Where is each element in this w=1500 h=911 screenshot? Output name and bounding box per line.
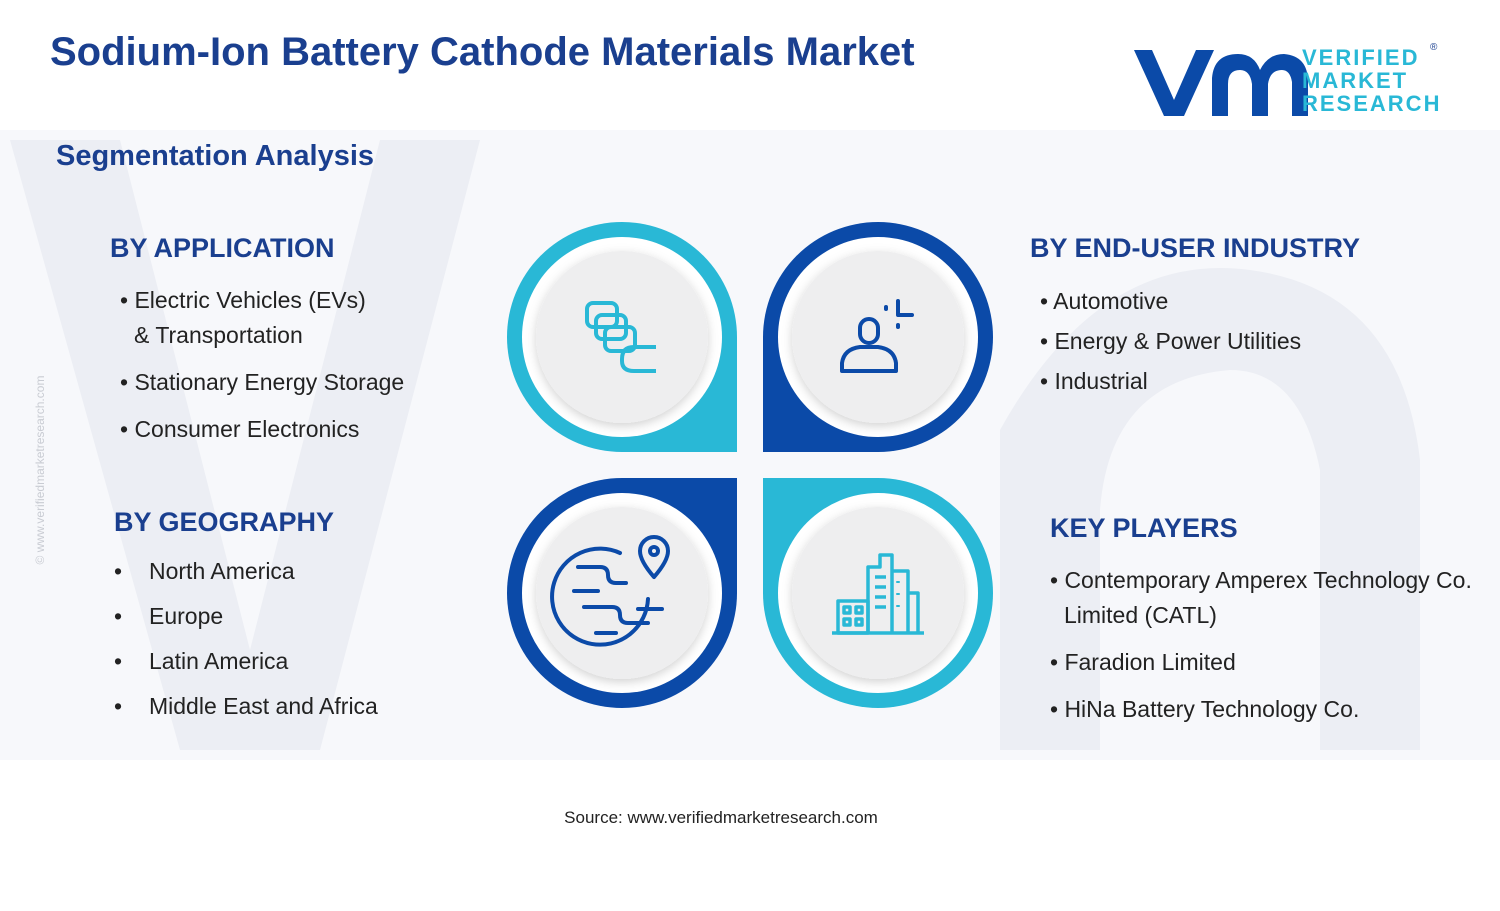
list-item-label: Europe <box>149 603 224 629</box>
end-user-list: • Automotive • Energy & Power Utilities … <box>1040 287 1301 407</box>
list-item: • Stationary Energy Storage <box>120 369 405 395</box>
application-list: • Electric Vehicles (EVs) & Transportati… <box>120 283 404 459</box>
list-item: • Automotive <box>1040 288 1169 314</box>
list-item: • Consumer Electronics <box>120 416 360 442</box>
heading-by-end-user-industry: BY END-USER INDUSTRY <box>1030 233 1361 263</box>
bullet: • <box>114 558 123 584</box>
list-item-line: & Transportation <box>134 322 303 348</box>
list-item-line: • Electric Vehicles (EVs) <box>120 287 366 313</box>
list-item-line: • Contemporary Amperex Technology Co. <box>1050 567 1472 593</box>
globe-pin-icon <box>550 535 670 647</box>
heading-by-geography: BY GEOGRAPHY <box>114 507 335 537</box>
list-item: • Contemporary Amperex Technology Co. Li… <box>1050 563 1472 633</box>
list-item-label: Latin America <box>149 648 289 674</box>
side-watermark-text: © www.verifiedmarketresearch.com <box>33 375 47 565</box>
list-item: • Middle East and Africa <box>114 684 378 729</box>
battery-stack-icon <box>585 301 656 373</box>
logo-text: VERIFIED MARKET RESEARCH <box>1302 46 1441 115</box>
page-title: Sodium-Ion Battery Cathode Materials Mar… <box>50 30 915 74</box>
segment-quadrant-diagram <box>507 222 993 708</box>
page-subtitle: Segmentation Analysis <box>56 140 375 172</box>
registered-mark: ® <box>1430 42 1438 53</box>
list-item-line: Limited (CATL) <box>1064 602 1217 628</box>
list-item: • Electric Vehicles (EVs) & Transportati… <box>120 283 404 353</box>
heading-key-players: KEY PLAYERS <box>1050 513 1238 543</box>
logo-line-market: MARKET <box>1302 68 1409 93</box>
vmr-watermark-icon <box>10 140 1420 750</box>
vmr-logo-icon <box>1134 50 1308 116</box>
source-text: Source: www.verifiedmarketresearch.com <box>564 808 878 827</box>
logo-line-research: RESEARCH <box>1302 91 1442 116</box>
logo-line-verified: VERIFIED <box>1302 45 1420 70</box>
user-icon <box>840 299 914 373</box>
list-item-label: Middle East and Africa <box>149 693 378 719</box>
geography-list: • North America • Europe • Latin America • M… <box>114 549 378 729</box>
key-players-list: • Contemporary Amperex Technology Co. Li… <box>1050 563 1472 739</box>
quadrant-application <box>507 222 737 452</box>
list-item: • Europe <box>114 594 378 639</box>
list-item-label: North America <box>149 558 295 584</box>
list-item: • HiNa Battery Technology Co. <box>1050 696 1360 722</box>
list-item: • Faradion Limited <box>1050 649 1236 675</box>
bullet: • <box>114 603 123 629</box>
bullet: • <box>114 693 123 719</box>
quadrant-end-user-industry <box>763 222 993 452</box>
heading-by-application: BY APPLICATION <box>110 233 335 263</box>
list-item: • North America <box>114 549 378 594</box>
quadrant-key-players <box>763 478 993 708</box>
list-item: • Latin America <box>114 639 378 684</box>
list-item: • Industrial <box>1040 368 1148 394</box>
buildings-icon <box>832 553 924 635</box>
quadrant-geography <box>507 478 737 708</box>
bullet: • <box>114 648 123 674</box>
list-item: • Energy & Power Utilities <box>1040 328 1302 354</box>
